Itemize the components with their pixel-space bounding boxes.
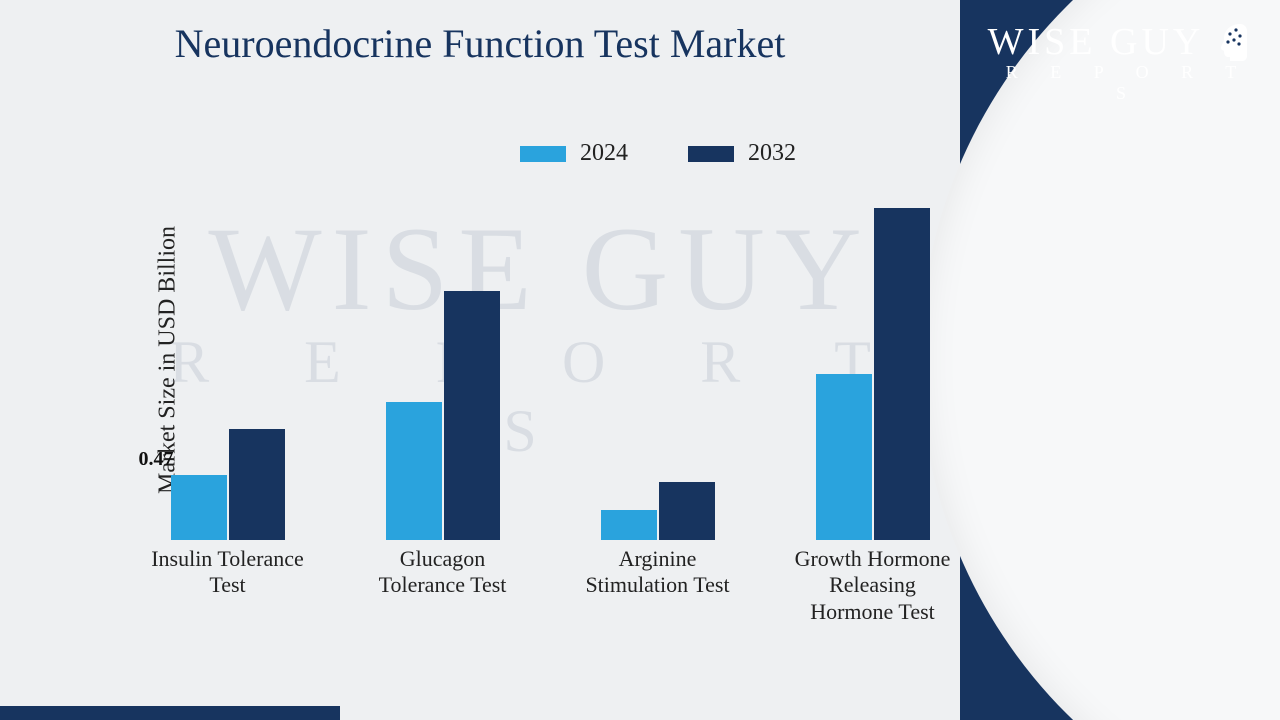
bar-2024-3 [816, 374, 872, 540]
bottom-accent-bar [0, 706, 340, 720]
legend-label-2024: 2024 [580, 140, 628, 167]
bar-groups: 0.47 [120, 180, 980, 540]
legend-swatch-2024 [520, 146, 566, 162]
category-label-3: Growth Hormone Releasing Hormone Test [788, 546, 958, 625]
plot-area: 0.47 [120, 180, 980, 540]
legend: 2024 2032 [520, 140, 796, 167]
bar-group-3 [798, 208, 948, 540]
category-label-0: Insulin Tolerance Test [143, 546, 313, 625]
x-axis-labels: Insulin Tolerance Test Glucagon Toleranc… [120, 546, 980, 625]
bar-group-0: 0.47 [153, 429, 303, 540]
brand-logo-main: WISE GUY [986, 20, 1256, 64]
chart-title: Neuroendocrine Function Test Market [0, 20, 960, 67]
bar-2024-1 [386, 402, 442, 540]
category-label-1: Glucagon Tolerance Test [358, 546, 528, 625]
brand-logo: WISE GUY R E P O R T S [986, 20, 1256, 104]
legend-swatch-2032 [688, 146, 734, 162]
category-label-2: Arginine Stimulation Test [573, 546, 743, 625]
bar-2032-1 [444, 291, 500, 540]
bar-group-2 [583, 482, 733, 540]
brand-main-text: WISE GUY [988, 20, 1205, 64]
bar-2024-2 [601, 510, 657, 540]
brain-head-icon [1210, 20, 1254, 64]
value-label-0: 0.47 [139, 448, 174, 471]
bar-2032-3 [874, 208, 930, 540]
bar-2032-2 [659, 482, 715, 540]
brand-sub-text: R E P O R T S [986, 62, 1256, 104]
legend-item-2032: 2032 [688, 140, 796, 167]
legend-label-2032: 2032 [748, 140, 796, 167]
chart-canvas: WISE GUY R E P O R T S Neuroendocrine Fu… [0, 0, 1280, 720]
bar-group-1 [368, 291, 518, 540]
legend-item-2024: 2024 [520, 140, 628, 167]
bar-2024-0 [171, 475, 227, 540]
bar-2032-0 [229, 429, 285, 540]
